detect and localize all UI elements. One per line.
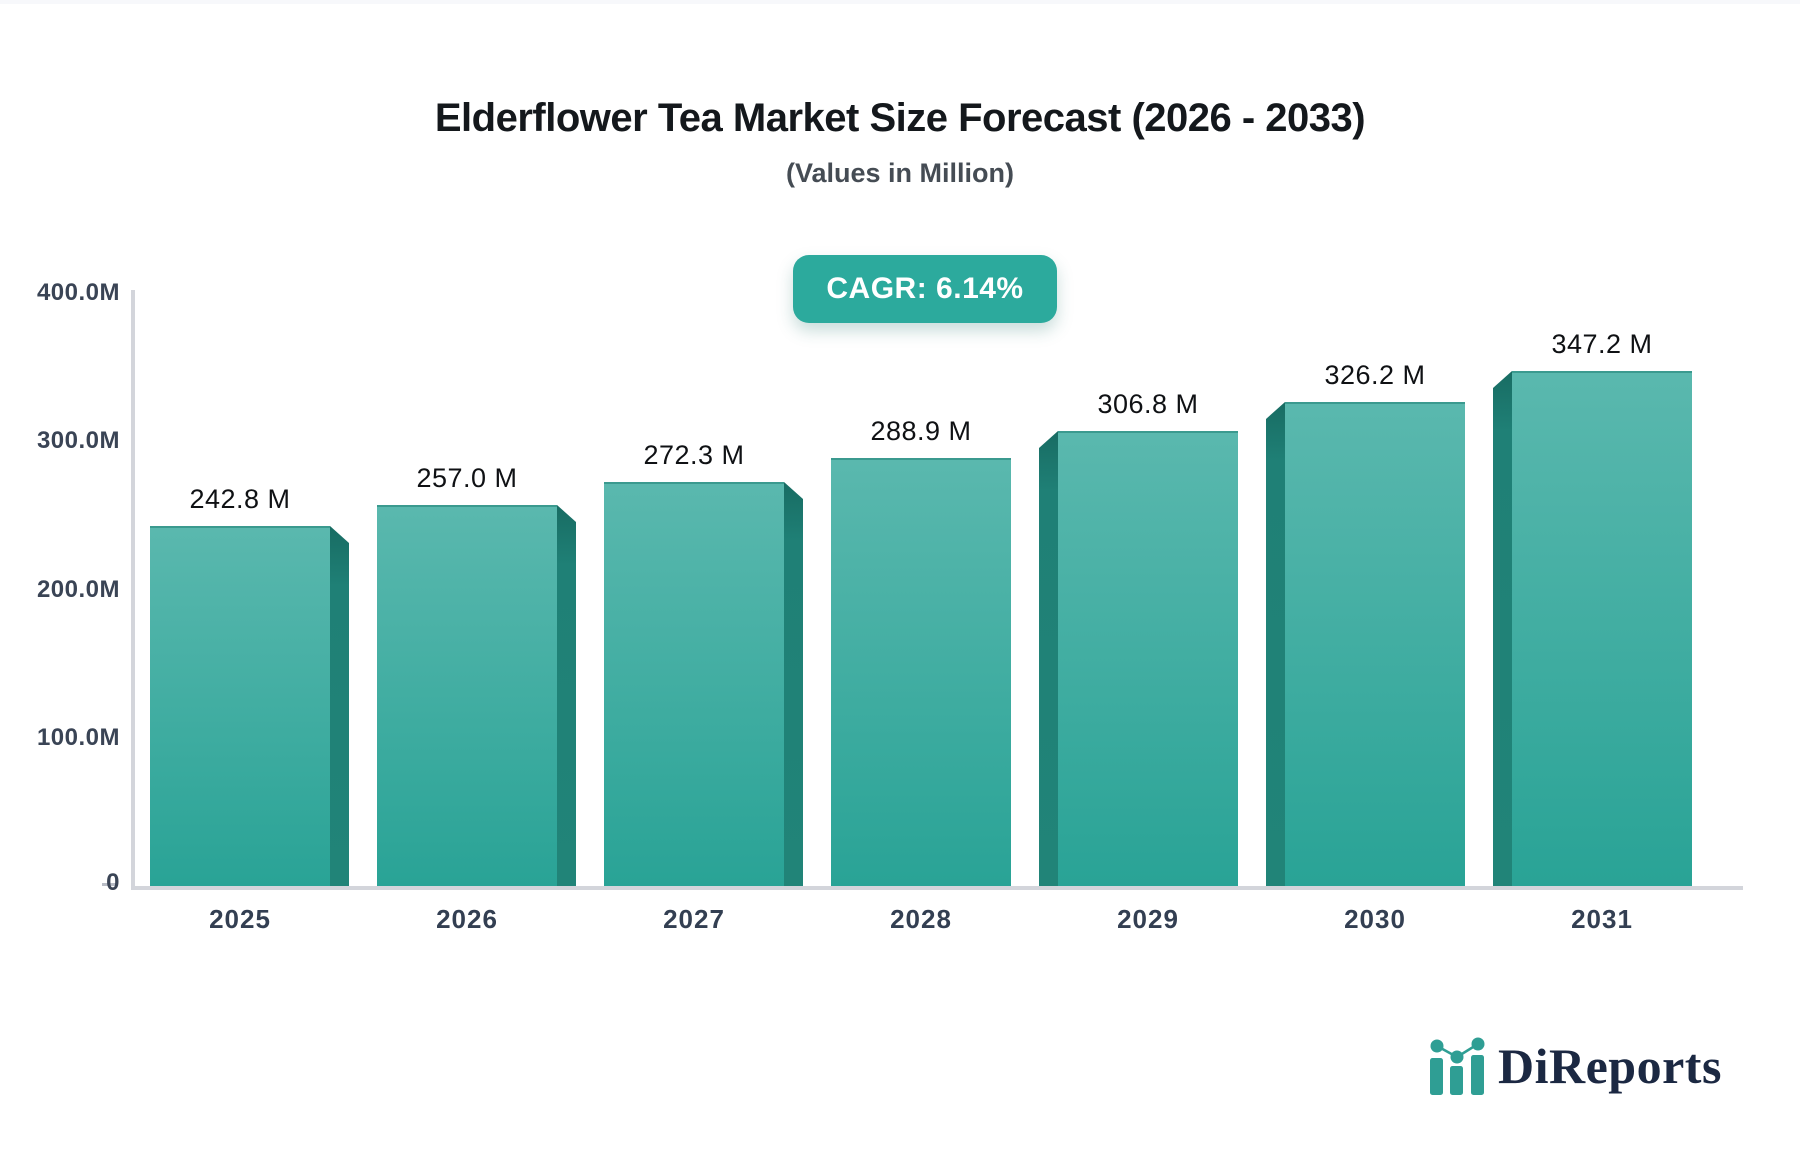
logo-bar-right — [1471, 1055, 1484, 1095]
bar-side-face-2031 — [1493, 371, 1512, 886]
bar-value-label-2025: 242.8 M — [189, 484, 291, 514]
bar-value-label-2030: 326.2 M — [1324, 360, 1426, 390]
logo-dot-right — [1471, 1037, 1485, 1051]
direports-logo: DiReports — [1428, 1032, 1722, 1096]
cagr-badge-label: CAGR: 6.14% — [826, 272, 1024, 305]
x-tick-label-2028: 2028 — [890, 904, 952, 934]
bar-face-2026 — [377, 505, 557, 886]
x-tick-label-2027: 2027 — [663, 904, 725, 934]
direports-logo-text: DiReports — [1498, 1038, 1722, 1094]
bar-side-face-2027 — [784, 482, 803, 886]
cagr-badge: CAGR: 6.14% — [793, 255, 1057, 323]
y-tick-label-200.0M: 200.0M — [36, 575, 120, 603]
y-tick-label-0: 0 — [106, 869, 120, 896]
bar-side-face-2025 — [330, 526, 349, 886]
chart-subtitle: (Values in Million) — [785, 158, 1015, 188]
x-tick-label-2029: 2029 — [1117, 904, 1179, 934]
logo-dot-left — [1430, 1039, 1444, 1053]
direports-logo-icon — [1430, 1037, 1485, 1095]
bar-value-label-2027: 272.3 M — [643, 440, 745, 470]
bar-value-label-2031: 347.2 M — [1551, 329, 1653, 359]
zero-tick-mark — [102, 883, 117, 886]
y-tick-label-400.0M: 400.0M — [36, 279, 120, 306]
bar-face-2030 — [1285, 402, 1465, 886]
bar-face-2029 — [1058, 431, 1238, 886]
logo-bar-left — [1430, 1058, 1443, 1095]
y-tick-label-100.0M: 100.0M — [36, 723, 120, 751]
logo-bar-middle — [1450, 1066, 1463, 1095]
y-tick-label-300.0M: 300.0M — [36, 427, 120, 455]
x-axis-line — [131, 886, 1743, 890]
bar-face-2028 — [831, 458, 1011, 886]
bar-face-2031 — [1512, 371, 1692, 886]
logo-dot-middle — [1450, 1050, 1464, 1064]
top-border — [0, 0, 1800, 4]
bar-side-face-2026 — [557, 505, 576, 886]
chart-title: Elderflower Tea Market Size Forecast (20… — [434, 96, 1366, 140]
bar-face-2025 — [150, 526, 330, 886]
bar-value-label-2029: 306.8 M — [1097, 389, 1199, 419]
bar-value-label-2026: 257.0 M — [416, 463, 518, 493]
x-tick-label-2026: 2026 — [436, 904, 498, 934]
bar-side-face-2030 — [1266, 402, 1285, 886]
x-tick-label-2031: 2031 — [1571, 904, 1633, 934]
y-axis-line — [131, 290, 135, 886]
bar-side-face-2029 — [1039, 431, 1058, 886]
x-tick-label-2030: 2030 — [1344, 904, 1406, 934]
x-tick-label-2025: 2025 — [209, 904, 271, 934]
bar-value-label-2028: 288.9 M — [870, 416, 972, 446]
bar-face-2027 — [604, 482, 784, 886]
